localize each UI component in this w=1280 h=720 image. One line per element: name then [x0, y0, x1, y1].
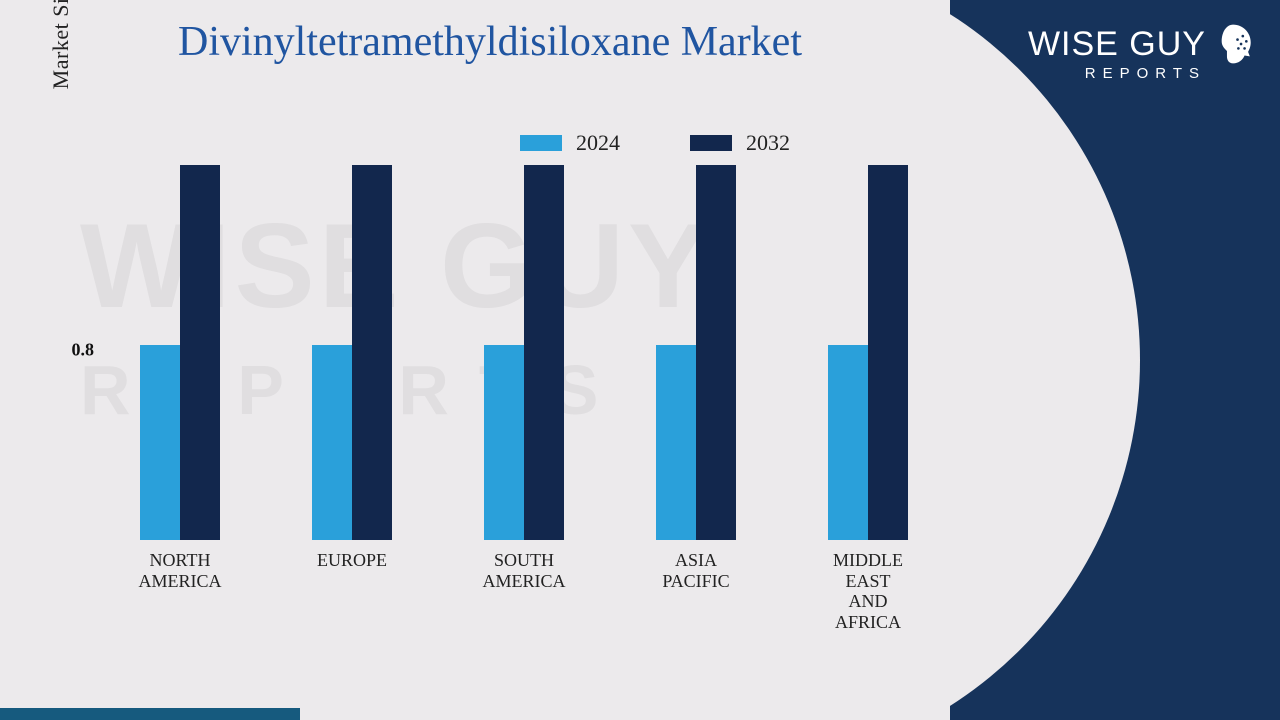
canvas: WISE GUY REPORTS WISE GUY REPORTS Diviny… [0, 0, 1280, 720]
bar-group [484, 165, 564, 540]
bar [352, 165, 392, 540]
x-axis-label: ASIA PACIFIC [616, 550, 776, 591]
bar [484, 345, 524, 540]
bar [312, 345, 352, 540]
bar [524, 165, 564, 540]
legend-item: 2024 [520, 130, 620, 156]
bar [868, 165, 908, 540]
bar-group [828, 165, 908, 540]
brand-line1: WISE GUY [1028, 27, 1206, 61]
x-axis-label: MIDDLE EAST AND AFRICA [788, 550, 948, 633]
bar-group [656, 165, 736, 540]
plot-area: 0.8 [100, 160, 960, 540]
legend: 2024 2032 [520, 130, 790, 156]
x-axis-label: SOUTH AMERICA [444, 550, 604, 591]
x-axis-label: NORTH AMERICA [100, 550, 260, 591]
legend-swatch [520, 135, 562, 151]
y-axis-label: Market Size in USD Billion [48, 0, 74, 170]
bar [828, 345, 868, 540]
x-axis-label: EUROPE [272, 550, 432, 571]
bar-group [140, 165, 220, 540]
bar-group [312, 165, 392, 540]
legend-item: 2032 [690, 130, 790, 156]
bar [140, 345, 180, 540]
brand-logo: WISE GUY REPORTS [1028, 22, 1256, 82]
legend-swatch [690, 135, 732, 151]
bar [696, 165, 736, 540]
y-tick-label: 0.8 [72, 340, 95, 361]
brand-line2: REPORTS [1085, 65, 1206, 82]
brand-head-icon [1212, 22, 1256, 66]
legend-label: 2024 [576, 130, 620, 156]
legend-label: 2032 [746, 130, 790, 156]
bar [656, 345, 696, 540]
chart-title: Divinyltetramethyldisiloxane Market [0, 18, 980, 66]
bar-chart: 0.8 NORTH AMERICAEUROPESOUTH AMERICAASIA… [100, 160, 960, 570]
bar [180, 165, 220, 540]
right-brand-panel [950, 0, 1280, 720]
bottom-accent-bar [0, 708, 300, 720]
